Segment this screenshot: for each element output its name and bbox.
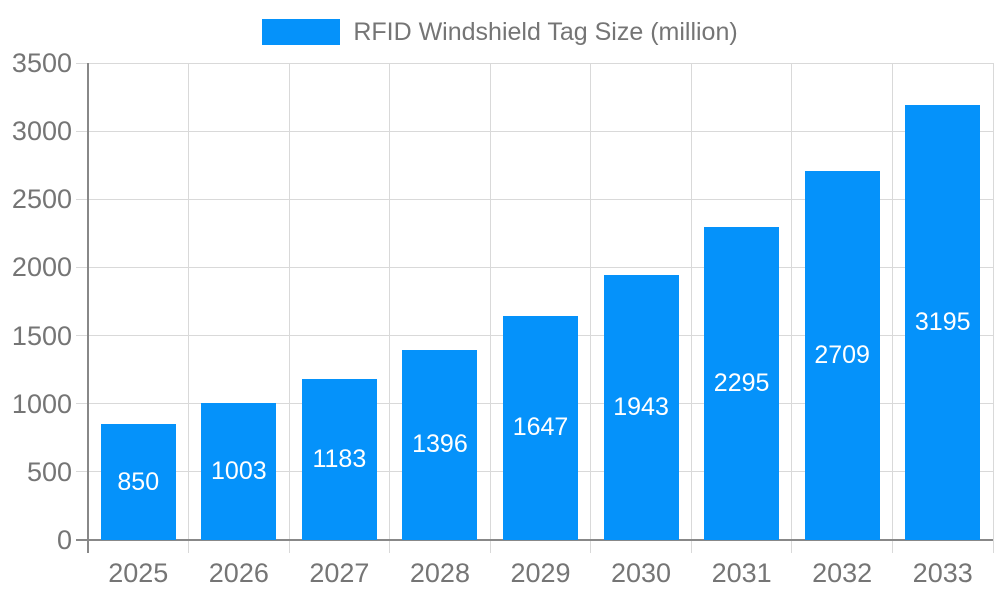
bar-2033[interactable]: 3195 xyxy=(905,104,981,540)
bar-value-label: 1183 xyxy=(312,444,367,473)
legend-swatch-icon xyxy=(262,19,341,45)
bar-value-label: 1396 xyxy=(412,430,468,459)
bar-2031[interactable]: 2295 xyxy=(704,227,780,540)
vertical-gridline xyxy=(992,63,994,553)
bar-value-label: 1003 xyxy=(211,457,267,486)
x-axis-tick-label: 2025 xyxy=(108,558,169,588)
y-axis-line xyxy=(87,63,89,553)
x-axis-tick-label: 2027 xyxy=(309,558,370,588)
vertical-gridline xyxy=(891,63,893,553)
legend-label: RFID Windshield Tag Size (million) xyxy=(353,17,738,46)
bar-value-label: 1647 xyxy=(512,413,569,442)
x-axis-tick-label: 2032 xyxy=(812,558,873,588)
vertical-gridline xyxy=(489,63,491,553)
plot-area: 0 500 1000 1500 2000 2500 3000 3500 850 2025 1003 2… xyxy=(12,49,994,588)
y-axis-tick-label: 1000 xyxy=(11,388,72,419)
horizontal-gridline xyxy=(76,62,993,64)
y-axis-tick-label: 2000 xyxy=(11,252,72,283)
vertical-gridline xyxy=(389,63,391,553)
bar-2030[interactable]: 1943 xyxy=(603,275,679,540)
bar-value-label: 2709 xyxy=(814,340,870,369)
bar-2028[interactable]: 1396 xyxy=(402,349,478,540)
bar-value-label: 2295 xyxy=(713,369,770,398)
y-axis-tick-label: 2500 xyxy=(11,184,72,215)
bar-2032[interactable]: 2709 xyxy=(804,170,880,540)
vertical-gridline xyxy=(188,63,190,553)
y-axis-tick-label: 3000 xyxy=(11,116,72,147)
bar-2029[interactable]: 1647 xyxy=(503,315,578,540)
bar-2026[interactable]: 1003 xyxy=(201,403,277,540)
bar-value-label: 850 xyxy=(117,467,160,496)
x-axis-tick-label: 2029 xyxy=(510,558,571,588)
horizontal-gridline xyxy=(76,130,993,132)
x-axis-tick-label: 2031 xyxy=(711,558,772,588)
y-axis-tick-label: 0 xyxy=(56,525,72,555)
bar-value-label: 1943 xyxy=(613,393,669,422)
x-axis-tick-label: 2028 xyxy=(409,558,470,588)
x-axis-tick-label: 2033 xyxy=(912,558,973,588)
vertical-gridline xyxy=(288,63,290,553)
vertical-gridline xyxy=(690,63,692,553)
y-axis-tick-label: 1500 xyxy=(11,320,72,351)
bar-value-label: 3195 xyxy=(914,307,971,336)
bar-2027[interactable]: 1183 xyxy=(301,378,377,540)
legend-item[interactable]: RFID Windshield Tag Size (million) xyxy=(0,17,1000,47)
x-axis-tick-label: 2026 xyxy=(208,558,269,588)
y-axis-tick-label: 3500 xyxy=(11,48,72,78)
x-axis-tick-label: 2030 xyxy=(611,558,672,588)
vertical-gridline xyxy=(791,63,793,553)
bar-2025[interactable]: 850 xyxy=(100,424,176,540)
y-axis-tick-label: 500 xyxy=(26,456,72,487)
vertical-gridline xyxy=(590,63,592,553)
horizontal-gridline xyxy=(76,266,993,268)
x-axis-line xyxy=(76,539,993,541)
horizontal-gridline xyxy=(76,198,993,200)
